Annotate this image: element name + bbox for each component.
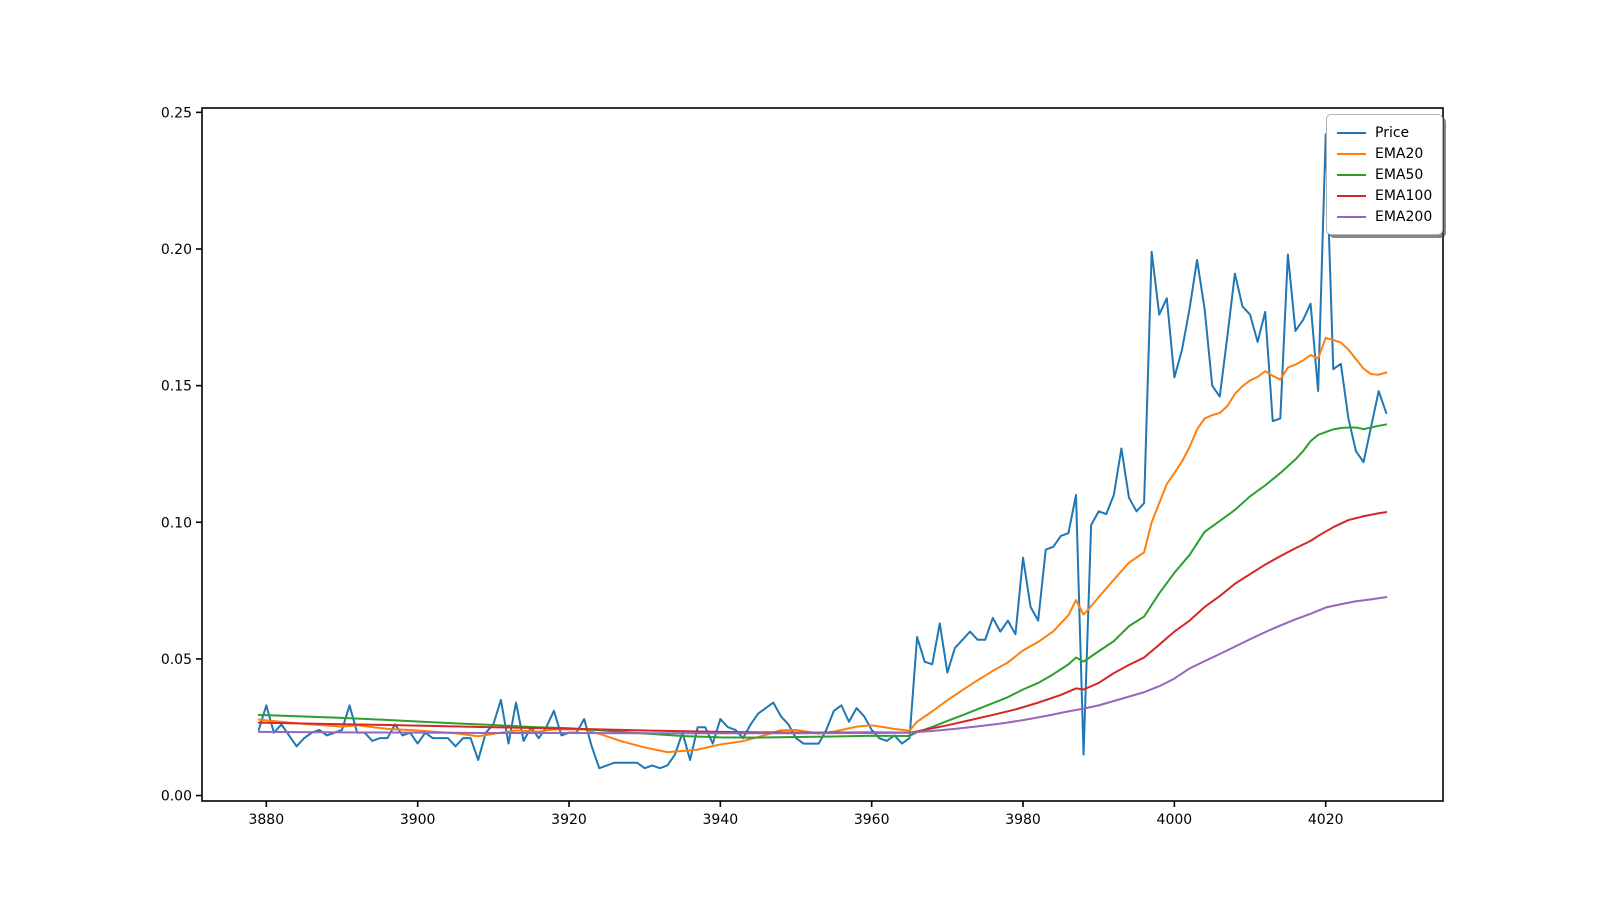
y-tick-label: 0.25 — [161, 105, 192, 121]
x-tick-label: 3880 — [248, 812, 284, 828]
y-tick-label: 0.10 — [161, 515, 192, 531]
legend-line-sample — [1337, 215, 1366, 218]
legend-label: EMA20 — [1375, 145, 1424, 162]
x-tick-label: 3960 — [854, 812, 890, 828]
series-line-ema200 — [257, 596, 1388, 735]
legend-line-sample — [1337, 152, 1366, 155]
axes-spines — [201, 107, 1444, 802]
x-tick-label: 4020 — [1308, 812, 1344, 828]
legend-label: Price — [1375, 124, 1410, 141]
chart-legend: Price EMA20 EMA50 EMA100 EMA200 — [1326, 114, 1444, 235]
series-line-ema20 — [257, 336, 1388, 754]
y-tick-label: 0.20 — [161, 242, 192, 258]
series-line-ema50 — [257, 423, 1388, 739]
x-tick-label: 3920 — [551, 812, 587, 828]
axes-background — [202, 108, 1443, 801]
legend-entry-price: Price — [1337, 122, 1432, 143]
x-tick-label: 3980 — [1005, 812, 1041, 828]
legend-label: EMA100 — [1375, 187, 1433, 204]
x-tick-label: 3940 — [703, 812, 739, 828]
y-tick-label: 0.15 — [161, 379, 192, 395]
x-tick-label: 3900 — [400, 812, 436, 828]
y-tick-label: 0.05 — [161, 652, 192, 668]
legend-entry-ema50: EMA50 — [1337, 164, 1432, 185]
legend-entry-ema200: EMA200 — [1337, 206, 1432, 227]
y-tick-label: 0.00 — [161, 789, 192, 805]
legend-label: EMA50 — [1375, 166, 1424, 183]
legend-entry-ema20: EMA20 — [1337, 143, 1432, 164]
legend-label: EMA200 — [1375, 208, 1433, 225]
legend-line-sample — [1337, 194, 1366, 197]
x-tick-label: 4000 — [1157, 812, 1193, 828]
legend-line-sample — [1337, 173, 1366, 176]
legend-entry-ema100: EMA100 — [1337, 185, 1432, 206]
legend-line-sample — [1337, 131, 1366, 134]
